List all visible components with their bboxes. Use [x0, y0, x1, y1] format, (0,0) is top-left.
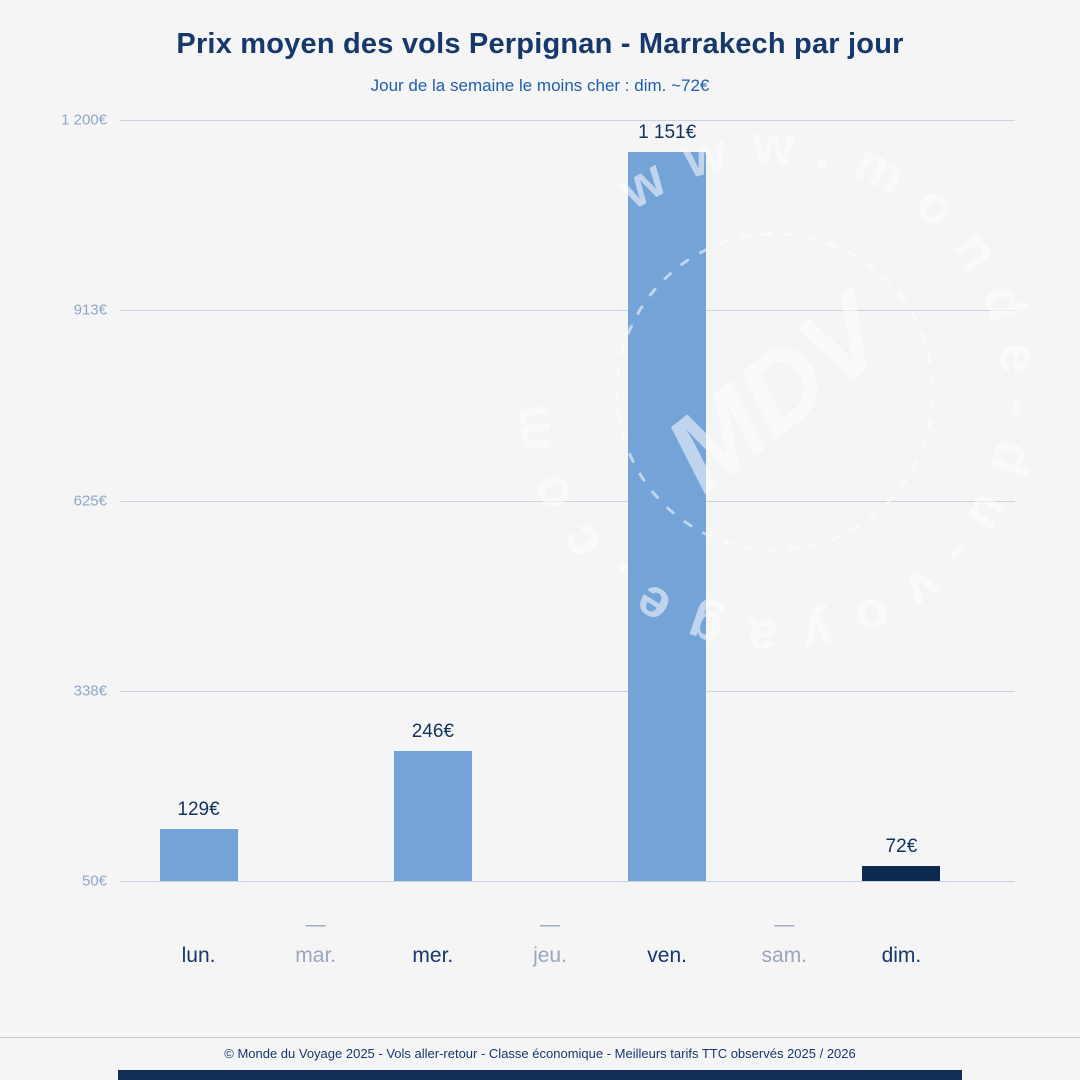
- day-label: ven.: [647, 944, 687, 967]
- gridline: [120, 310, 1015, 312]
- footer-divider: [0, 1037, 1080, 1038]
- x-axis-cell: — jeu.: [491, 908, 608, 968]
- day-label: jeu.: [533, 944, 567, 967]
- x-axis-cell: — sam.: [726, 908, 843, 968]
- footer-text: © Monde du Voyage 2025 - Vols aller-reto…: [224, 1046, 856, 1061]
- x-axis-cell: lun.: [140, 908, 257, 968]
- bar-column: 129€: [140, 120, 257, 881]
- bar-column: 72€: [843, 120, 960, 881]
- gridline: [120, 881, 1015, 882]
- missing-data-marker: [609, 908, 726, 942]
- footer-accent-bar: [118, 1070, 962, 1080]
- day-label: dim.: [881, 944, 922, 967]
- missing-data-marker: [140, 908, 257, 942]
- day-label: lun.: [181, 944, 216, 967]
- gridline: [120, 120, 1015, 121]
- bar: 72€: [862, 836, 941, 881]
- missing-data-marker: —: [774, 914, 795, 936]
- bar-value-label: 72€: [885, 836, 918, 858]
- xaxis-row: lun. — mar. mer. — jeu. ven. — sam. dim.: [140, 908, 960, 968]
- bar-column: [491, 120, 608, 881]
- y-tick-label: 913€: [73, 301, 107, 319]
- missing-data-marker: —: [539, 914, 560, 936]
- x-axis-cell: mer.: [374, 908, 491, 968]
- bar: 1 151€: [628, 122, 707, 881]
- gridline: [120, 500, 1015, 502]
- missing-data-marker: —: [305, 914, 326, 936]
- plot-area: 129€ 246€ 1 151€ 72€: [120, 120, 1015, 882]
- day-label: mer.: [412, 944, 454, 967]
- bars-row: 129€ 246€ 1 151€ 72€: [140, 120, 960, 881]
- y-tick-label: 50€: [81, 872, 107, 890]
- bar: 129€: [159, 799, 238, 881]
- y-axis: 1 200€ 913€ 625€ 338€ 50€: [0, 112, 107, 890]
- bar-column: [726, 120, 843, 881]
- y-tick-label: 625€: [73, 492, 107, 509]
- x-axis-cell: ven.: [609, 908, 726, 968]
- x-axis-cell: — mar.: [257, 908, 374, 968]
- bar-value-label: 246€: [411, 721, 454, 743]
- bar-column: 246€: [374, 120, 491, 881]
- y-tick-label: 1 200€: [61, 111, 107, 129]
- chart-subtitle: Jour de la semaine le moins cher : dim. …: [370, 76, 710, 95]
- bar-value-label: 1 151€: [638, 122, 697, 144]
- day-label: mar.: [295, 944, 337, 967]
- bar-value-label: 129€: [177, 798, 220, 820]
- missing-data-marker: [843, 908, 960, 942]
- bar-column: 1 151€: [609, 120, 726, 881]
- missing-data-marker: [374, 908, 491, 942]
- x-axis-cell: dim.: [843, 908, 960, 968]
- bar: 246€: [393, 721, 472, 881]
- bar-column: [257, 120, 374, 881]
- gridline: [120, 690, 1015, 692]
- chart-title: Prix moyen des vols Perpignan - Marrakec…: [176, 28, 904, 60]
- day-label: sam.: [761, 944, 808, 967]
- y-tick-label: 338€: [73, 682, 107, 700]
